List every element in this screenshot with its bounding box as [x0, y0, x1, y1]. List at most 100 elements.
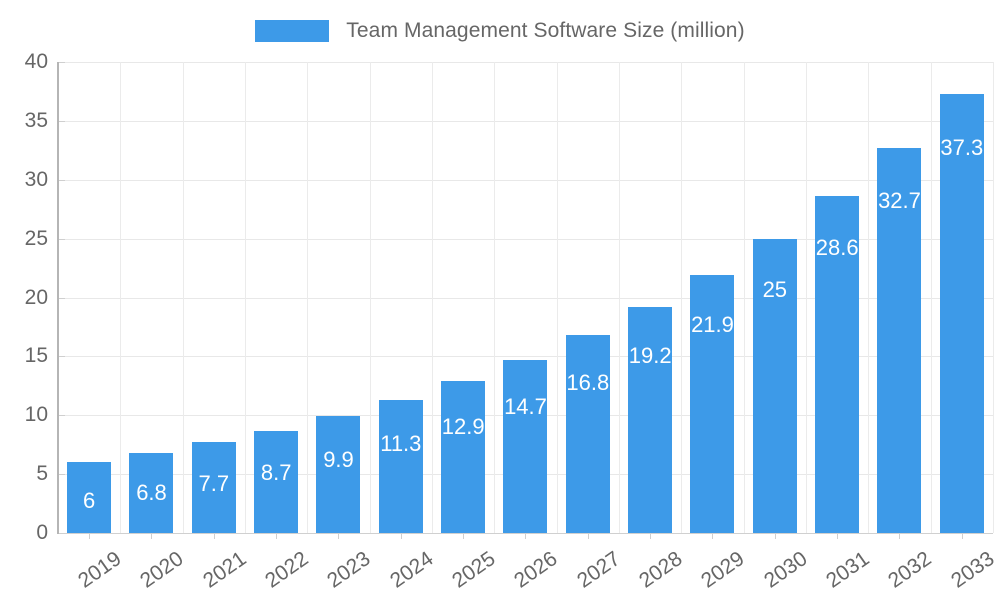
bar[interactable]: [67, 462, 112, 533]
x-axis-tick-label: 2024: [385, 547, 438, 593]
bar-group[interactable]: 37.3: [931, 62, 993, 533]
bar-group[interactable]: 19.2: [619, 62, 681, 533]
x-axis-tick-mark: [213, 533, 215, 539]
x-axis-tick-label: 2022: [261, 547, 313, 593]
bar-group[interactable]: 12.9: [432, 62, 494, 533]
x-axis-tick-mark: [712, 533, 714, 539]
bar-group[interactable]: 6.8: [120, 62, 182, 533]
x-axis-tick-group: 2028: [619, 533, 687, 600]
bar-value-label: 6.8: [136, 480, 167, 506]
x-axis-tick-label: 2026: [510, 547, 563, 593]
x-axis-tick-mark: [525, 533, 527, 539]
bar[interactable]: [378, 399, 423, 533]
x-axis-tick-label: 2032: [884, 547, 937, 593]
x-axis-tick-group: 2031: [806, 533, 874, 600]
x-axis-ticks: 2019 2020 2021 2022 2023 2024 2025 2026 2027 2028…: [58, 533, 998, 600]
x-axis-tick-mark: [774, 533, 776, 539]
y-axis-tick-label: 10: [24, 403, 48, 427]
bar-value-label: 28.6: [815, 235, 859, 261]
gridline-vertical: [183, 62, 184, 533]
bar-group[interactable]: 32.7: [868, 62, 930, 533]
bar-group[interactable]: 9.9: [307, 62, 369, 533]
y-axis-tick-mark: [58, 297, 65, 299]
bar-group[interactable]: 6: [58, 62, 120, 533]
x-axis-tick-label: 2033: [946, 547, 999, 593]
bar-group[interactable]: 28.6: [806, 62, 868, 533]
x-axis-tick-mark: [837, 533, 839, 539]
bar-value-label: 37.3: [940, 135, 984, 161]
bar-value-label: 19.2: [628, 342, 672, 368]
bar[interactable]: [752, 238, 797, 533]
x-axis-tick-group: 2032: [868, 533, 936, 600]
gridline-vertical: [120, 62, 121, 533]
bar-group[interactable]: 8.7: [245, 62, 307, 533]
y-axis-tick-mark: [58, 474, 65, 476]
y-axis-tick-label: 30: [24, 167, 48, 191]
y-axis-ticks: 0 5 10 15 20 25 30 35 40: [0, 50, 48, 544]
x-axis-tick-group: 2029: [681, 533, 749, 600]
y-axis-tick-mark: [58, 238, 65, 240]
bar-group[interactable]: 14.7: [494, 62, 556, 533]
bar[interactable]: [129, 452, 174, 533]
x-axis-tick-label: 2019: [74, 547, 126, 593]
bar[interactable]: [565, 335, 610, 533]
gridline-horizontal: [58, 238, 993, 240]
y-axis-tick-label: 5: [36, 462, 48, 486]
x-axis-tick-group: 2022: [245, 533, 313, 600]
x-axis-tick-mark: [400, 533, 402, 539]
gridline-vertical: [245, 62, 246, 533]
bar-value-label: 32.7: [878, 188, 921, 214]
x-axis-tick-group: 2033: [931, 533, 998, 600]
x-axis-tick-label: 2028: [635, 547, 687, 593]
x-axis-tick-mark: [151, 533, 153, 539]
bar[interactable]: [628, 306, 673, 533]
x-axis-tick-mark: [276, 533, 278, 539]
bar[interactable]: [939, 93, 984, 533]
x-axis-tick-group: 2025: [432, 533, 500, 600]
bar[interactable]: [690, 275, 735, 533]
bar[interactable]: [877, 147, 922, 533]
bar[interactable]: [815, 196, 860, 533]
bar-group[interactable]: 7.7: [183, 62, 245, 533]
bar-group[interactable]: 21.9: [681, 62, 743, 533]
bar-group[interactable]: 16.8: [557, 62, 619, 533]
gridline-vertical: [681, 62, 682, 533]
bar-value-label: 9.9: [323, 446, 354, 472]
bar-group[interactable]: 11.3: [370, 62, 432, 533]
plot-area: 6 6.8 7.7 8.7 9.9 11.3 12.9 14.7 16.8 19.2 21.9 25 2…: [58, 62, 994, 534]
gridline-horizontal: [58, 297, 993, 299]
bar[interactable]: [316, 416, 361, 533]
bar-group[interactable]: 25: [744, 62, 806, 533]
y-axis-tick-mark: [58, 62, 65, 63]
x-axis-tick-label: 2029: [697, 547, 750, 593]
x-axis-tick-mark: [587, 533, 589, 539]
bar[interactable]: [503, 359, 548, 533]
y-axis-tick-mark: [58, 356, 65, 358]
gridline-vertical: [494, 62, 495, 533]
bar[interactable]: [254, 430, 299, 533]
bar-value-label: 8.7: [260, 459, 292, 485]
x-axis-tick-label: 2030: [759, 547, 812, 593]
bar[interactable]: [441, 381, 486, 533]
gridline-vertical: [744, 62, 745, 533]
bar-value-label: 14.7: [504, 393, 547, 419]
legend-swatch: [255, 20, 330, 42]
gridline-vertical: [619, 62, 620, 533]
gridline-horizontal: [58, 120, 993, 122]
y-axis-tick-mark: [58, 533, 65, 534]
x-axis-tick-group: 2030: [744, 533, 811, 600]
gridline-vertical: [806, 62, 807, 533]
y-axis-tick-label: 25: [24, 226, 48, 250]
x-axis-tick-label: 2031: [822, 547, 874, 593]
x-axis-tick-mark: [89, 533, 91, 539]
bar[interactable]: [191, 442, 236, 533]
x-axis-tick-mark: [650, 533, 652, 539]
y-axis-tick-label: 0: [36, 521, 48, 544]
x-axis-tick-label: 2025: [448, 547, 500, 593]
y-axis-tick-mark: [58, 120, 65, 122]
gridline-horizontal: [58, 356, 993, 358]
gridline-horizontal: [58, 179, 993, 181]
gridline-vertical: [931, 62, 932, 533]
y-axis-tick-label: 20: [24, 285, 48, 309]
